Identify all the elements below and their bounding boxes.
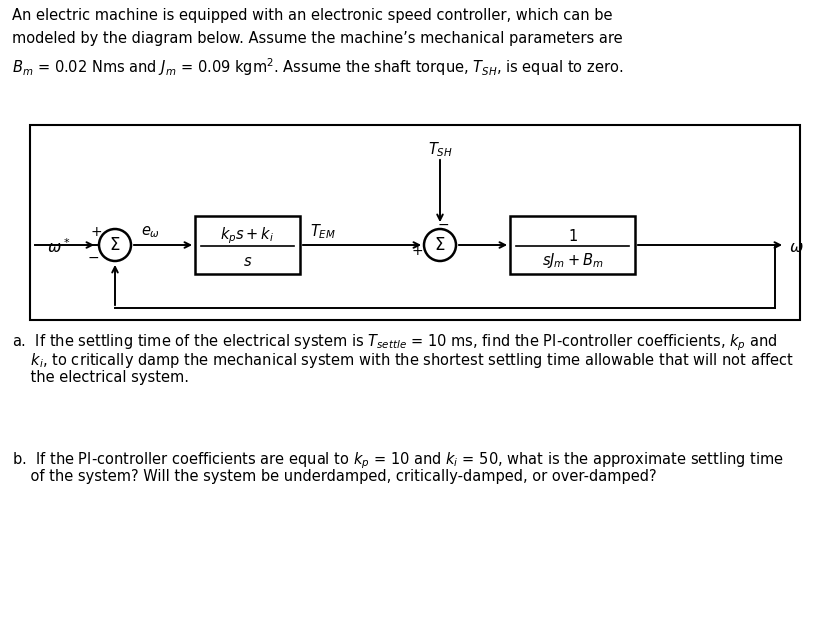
Text: $k_p s+k_i$: $k_p s+k_i$ [221, 226, 275, 246]
Text: the electrical system.: the electrical system. [12, 370, 189, 385]
Bar [195, 216, 300, 274]
Text: a.  If the settling time of the electrical system is $T_{settle}$ = 10 ms, find : a. If the settling time of the electrica… [12, 332, 777, 352]
Text: b.  If the PI-controller coefficients are equal to $k_p$ = 10 and $k_i$ = 50, wh: b. If the PI-controller coefficients are… [12, 450, 784, 471]
Text: $-$: $-$ [437, 217, 449, 231]
Text: $1$: $1$ [567, 228, 577, 244]
Text: of the system? Will the system be underdamped, critically-damped, or over-damped: of the system? Will the system be underd… [12, 469, 656, 484]
Text: $-$: $-$ [87, 250, 99, 264]
Text: $\omega$: $\omega$ [789, 240, 804, 255]
Text: $\omega^*$: $\omega^*$ [47, 238, 71, 257]
Text: An electric machine is equipped with an electronic speed controller, which can b: An electric machine is equipped with an … [12, 8, 623, 78]
Text: $sJ_m+B_m$: $sJ_m+B_m$ [541, 252, 603, 270]
Text: $T_{EM}$: $T_{EM}$ [310, 223, 336, 242]
Text: $e_\omega$: $e_\omega$ [141, 224, 160, 240]
Text: +: + [412, 244, 423, 258]
Bar [510, 216, 635, 274]
Text: $T_{SH}$: $T_{SH}$ [427, 140, 452, 159]
Bar [30, 125, 800, 320]
Text: $s$: $s$ [243, 254, 252, 269]
Text: +: + [90, 225, 102, 239]
Text: $k_i$, to critically damp the mechanical system with the shortest settling time : $k_i$, to critically damp the mechanical… [12, 351, 794, 370]
Text: $\Sigma$: $\Sigma$ [434, 236, 446, 254]
Text: $\Sigma$: $\Sigma$ [109, 236, 121, 254]
